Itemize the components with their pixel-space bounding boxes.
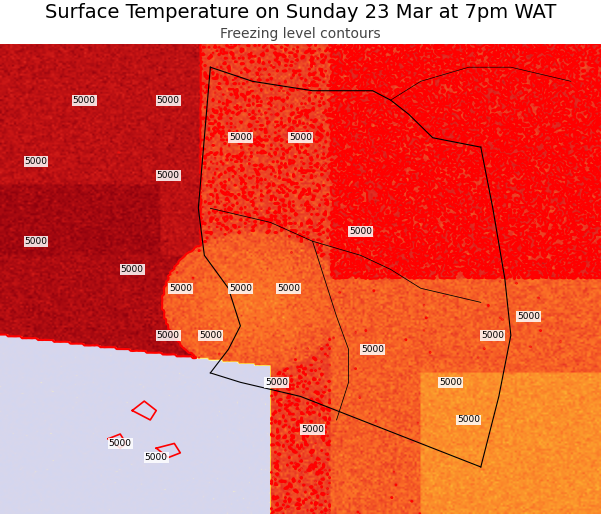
Text: 5000: 5000 (301, 425, 324, 434)
Text: Freezing level contours: Freezing level contours (220, 27, 381, 41)
Text: 5000: 5000 (265, 378, 288, 387)
Text: 5000: 5000 (145, 453, 168, 462)
Text: 5000: 5000 (121, 265, 144, 274)
Text: 5000: 5000 (109, 439, 132, 448)
Text: 5000: 5000 (157, 96, 180, 105)
Text: 5000: 5000 (25, 157, 47, 166)
Text: 5000: 5000 (481, 331, 504, 340)
Text: 5000: 5000 (289, 133, 312, 142)
Text: 5000: 5000 (25, 237, 47, 246)
Text: 5000: 5000 (361, 345, 384, 354)
Text: Surface Temperature on Sunday 23 Mar at 7pm WAT: Surface Temperature on Sunday 23 Mar at … (45, 3, 556, 22)
Text: 5000: 5000 (439, 378, 462, 387)
Text: 5000: 5000 (199, 331, 222, 340)
Text: 5000: 5000 (73, 96, 96, 105)
Text: 5000: 5000 (457, 415, 480, 425)
Text: 5000: 5000 (229, 133, 252, 142)
Text: 5000: 5000 (229, 284, 252, 293)
Text: 5000: 5000 (517, 312, 540, 321)
Text: 5000: 5000 (169, 284, 192, 293)
Text: 5000: 5000 (277, 284, 300, 293)
Text: 5000: 5000 (349, 227, 372, 236)
Text: 5000: 5000 (157, 331, 180, 340)
Text: 5000: 5000 (157, 171, 180, 180)
